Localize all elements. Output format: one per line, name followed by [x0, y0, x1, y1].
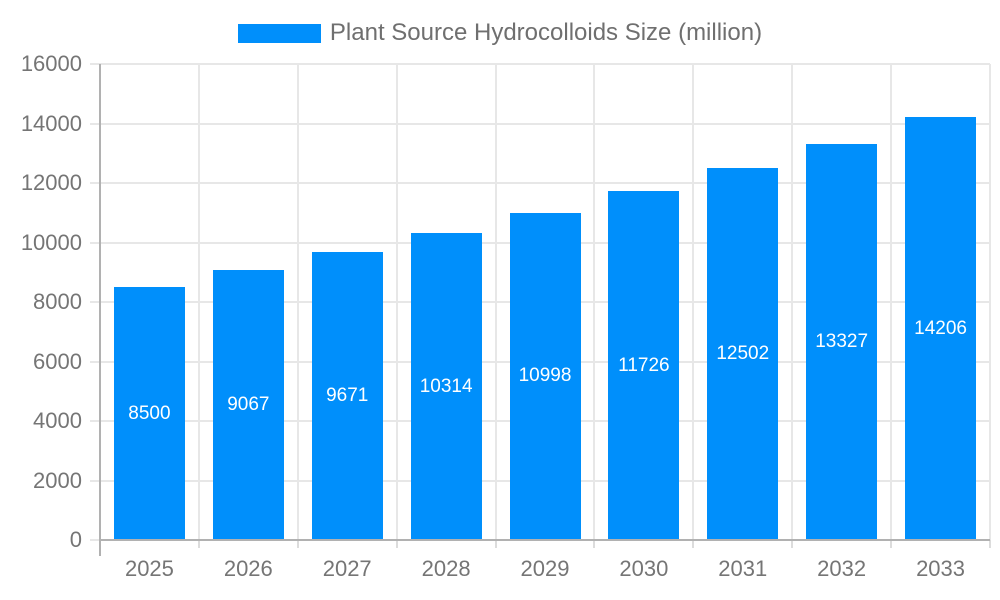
x-axis-line — [99, 539, 990, 541]
bar-2026[interactable] — [212, 270, 284, 540]
x-gridline — [494, 64, 497, 540]
y-gridline — [90, 63, 990, 65]
x-axis-tick-label: 2032 — [817, 556, 867, 581]
y-axis-tick-label: 16000 — [20, 51, 82, 76]
x-gridline — [296, 64, 299, 540]
x-axis-tick-label: 2030 — [619, 556, 669, 581]
x-gridline — [791, 64, 794, 540]
y-axis-tick-label: 8000 — [33, 289, 82, 314]
bar-2029[interactable] — [509, 212, 581, 540]
y-axis-tick-label: 12000 — [20, 170, 82, 195]
y-gridline — [90, 122, 990, 125]
bar-2031[interactable] — [707, 168, 779, 540]
x-gridline — [197, 64, 200, 540]
bar-2033[interactable] — [905, 117, 977, 540]
x-axis-tick — [494, 540, 497, 548]
x-axis-tick — [296, 540, 299, 548]
x-axis-tick-label: 2027 — [322, 556, 372, 581]
y-axis-tick-label: 6000 — [33, 348, 82, 374]
legend[interactable]: Plant Source Hydrocolloids Size (million… — [0, 19, 1000, 47]
x-axis-tick — [890, 540, 893, 548]
legend-label: Plant Source Hydrocolloids Size (million… — [329, 19, 763, 46]
x-axis-tick — [989, 540, 991, 548]
y-axis-tick-label: 4000 — [33, 408, 82, 433]
x-axis-tick — [395, 540, 398, 548]
x-axis-tick — [593, 540, 596, 548]
x-axis-tick-label: 2025 — [124, 556, 174, 581]
x-axis-tick — [692, 540, 695, 548]
y-axis-tick-label: 10000 — [20, 229, 82, 255]
x-gridline — [692, 64, 695, 540]
x-axis-tick — [197, 540, 200, 548]
legend-swatch — [237, 23, 321, 43]
y-axis-line — [99, 64, 101, 556]
x-axis-tick-label: 2033 — [916, 556, 966, 581]
bar-2025[interactable] — [113, 287, 185, 540]
x-axis-tick — [791, 540, 794, 548]
x-gridline — [395, 64, 398, 540]
bar-2030[interactable] — [608, 191, 680, 540]
x-axis-tick-label: 2029 — [520, 556, 570, 581]
y-axis-tick-label: 14000 — [20, 110, 82, 136]
x-axis-tick-label: 2028 — [421, 556, 471, 581]
x-axis-tick-label: 2026 — [223, 556, 273, 581]
bar-2028[interactable] — [410, 233, 482, 540]
x-axis-tick-label: 2031 — [718, 556, 768, 581]
x-gridline — [989, 64, 991, 540]
y-gridline — [90, 182, 990, 184]
bar-2027[interactable] — [311, 252, 383, 540]
x-gridline — [890, 64, 893, 540]
y-axis-tick-label: 2000 — [33, 467, 82, 493]
y-axis-tick-label: 0 — [69, 527, 82, 552]
bar-2032[interactable] — [806, 143, 878, 540]
x-gridline — [593, 64, 596, 540]
